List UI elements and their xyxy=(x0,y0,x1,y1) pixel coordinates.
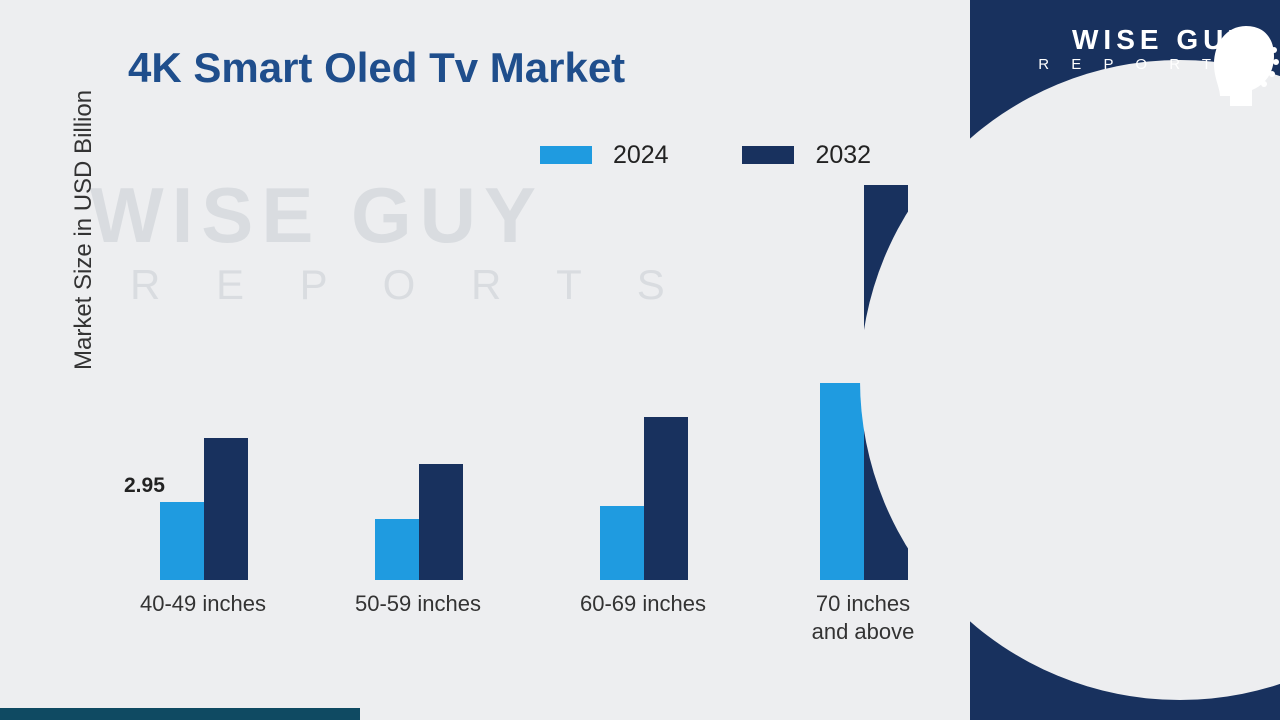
y-axis-label: Market Size in USD Billion xyxy=(70,90,98,370)
x-label-1: 50-59 inches xyxy=(353,590,483,618)
bar-2024-3 xyxy=(820,383,864,581)
bottom-accent-bar xyxy=(0,708,360,720)
x-label-0: 40-49 inches xyxy=(138,590,268,618)
plot: 40-49 inches50-59 inches60-69 inches70 i… xyxy=(115,170,965,580)
chart-title: 4K Smart Oled Tv Market xyxy=(128,44,625,92)
x-label-2: 60-69 inches xyxy=(578,590,708,618)
legend: 2024 2032 xyxy=(540,140,871,170)
legend-label-2024: 2024 xyxy=(613,141,669,170)
chart-area: 40-49 inches50-59 inches60-69 inches70 i… xyxy=(115,170,965,580)
bar-2032-2 xyxy=(644,417,688,580)
bar-2024-1 xyxy=(375,519,419,580)
bar-2032-0 xyxy=(204,438,248,580)
bar-value-label: 2.95 xyxy=(124,474,165,498)
legend-label-2032: 2032 xyxy=(815,141,871,170)
stage: 4K Smart Oled Tv Market WISE GUY R E P O… xyxy=(0,0,1280,720)
legend-swatch-2032 xyxy=(742,146,794,164)
right-band: WISE GUY R E P O R T S xyxy=(970,0,1280,720)
legend-swatch-2024 xyxy=(540,146,592,164)
x-label-3: 70 inches and above xyxy=(798,590,928,645)
bar-2024-2 xyxy=(600,506,644,580)
bar-2024-0 xyxy=(160,502,204,580)
bar-2032-1 xyxy=(419,464,463,580)
brand-head-icon xyxy=(1206,20,1280,110)
